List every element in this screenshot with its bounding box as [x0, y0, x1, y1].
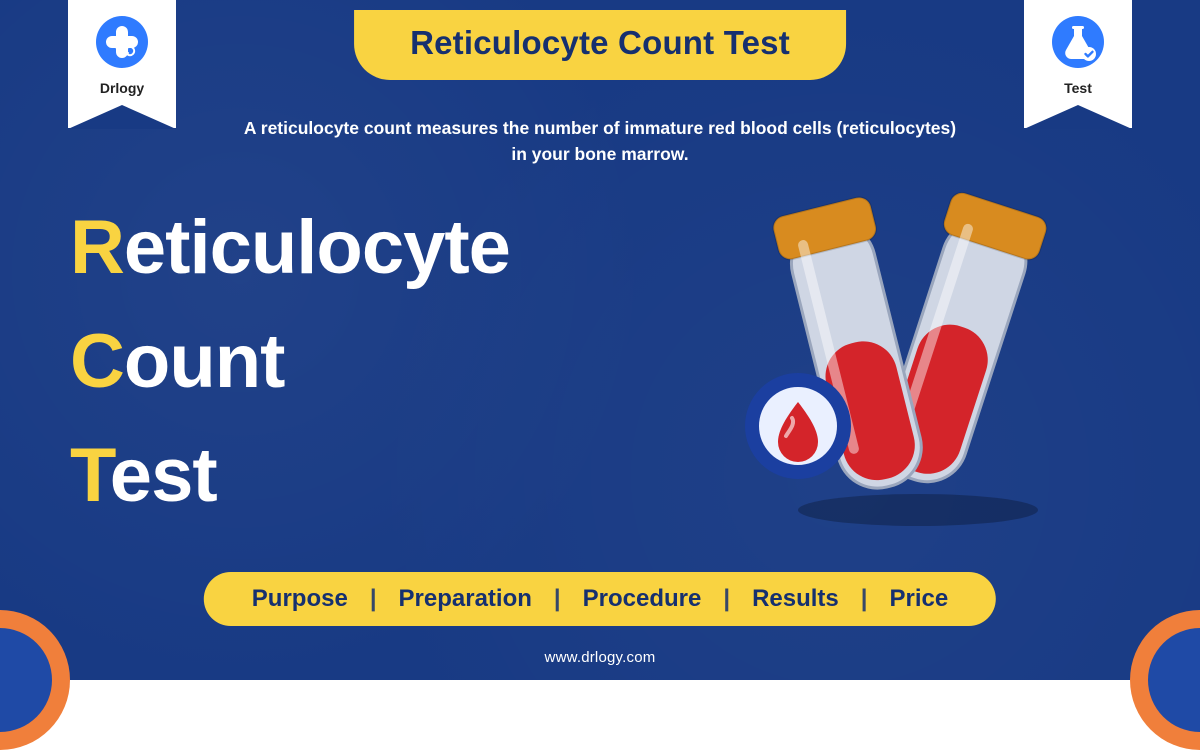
footer-separator: |	[358, 585, 389, 613]
heading-word-1: Reticulocyte	[70, 210, 510, 286]
footer-item: Procedure	[583, 585, 702, 613]
footer-item: Results	[752, 585, 839, 613]
flask-check-icon	[1050, 14, 1106, 70]
footer-separator: |	[849, 585, 880, 613]
heading-first-letter: R	[70, 205, 124, 290]
brand-tab-left: Drlogy	[68, 0, 176, 128]
main-heading: Reticulocyte Count Test	[70, 210, 510, 514]
infographic-canvas: Drlogy Test Reticulocyte Count Test A re…	[0, 0, 1200, 680]
ribbon-v-cut	[1024, 105, 1132, 129]
heading-word-2: Count	[70, 324, 510, 400]
footer-item: Preparation	[399, 585, 532, 613]
site-url: www.drlogy.com	[545, 649, 656, 666]
test-tab-label: Test	[1064, 80, 1092, 96]
heading-rest: ount	[124, 319, 285, 404]
heading-rest: est	[110, 433, 217, 518]
corner-decoration-inner	[1148, 628, 1200, 732]
vials-svg	[740, 190, 1080, 530]
footer-pill: Purpose | Preparation | Procedure | Resu…	[204, 572, 996, 626]
vials-illustration	[740, 190, 1080, 530]
footer-separator: |	[542, 585, 573, 613]
footer-separator: |	[711, 585, 742, 613]
heading-first-letter: T	[70, 433, 110, 518]
brand-icon-wrap	[94, 14, 150, 70]
page-title: Reticulocyte Count Test	[410, 24, 790, 61]
medical-cross-icon	[94, 14, 150, 70]
title-pill: Reticulocyte Count Test	[354, 10, 846, 80]
footer-item: Purpose	[252, 585, 348, 613]
test-icon-wrap	[1050, 14, 1106, 70]
brand-tab-right: Test	[1024, 0, 1132, 128]
footer-item: Price	[889, 585, 948, 613]
brand-tab-label: Drlogy	[100, 80, 144, 96]
subtitle-text: A reticulocyte count measures the number…	[240, 116, 960, 168]
heading-word-3: Test	[70, 438, 510, 514]
heading-rest: eticulocyte	[124, 205, 510, 290]
corner-decoration-inner	[0, 628, 52, 732]
ribbon-v-cut	[68, 105, 176, 129]
heading-first-letter: C	[70, 319, 124, 404]
